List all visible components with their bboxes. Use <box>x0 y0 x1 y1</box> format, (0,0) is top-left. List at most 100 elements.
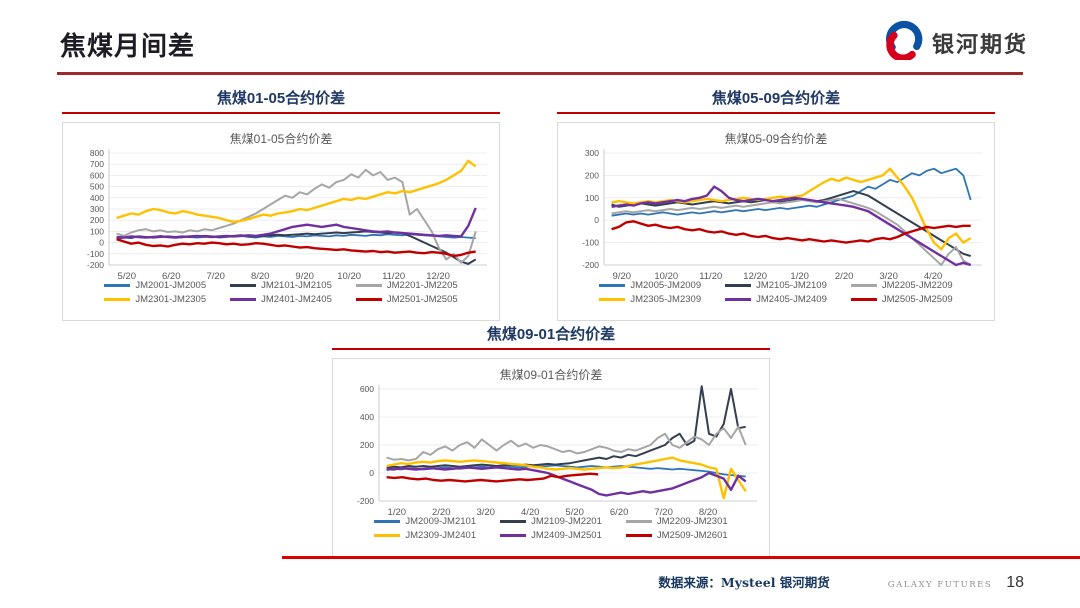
legend-swatch <box>850 284 877 287</box>
footer: 数据来源：Mysteel 银河期货 GALAXY FUTURES 18 <box>658 572 1024 592</box>
legend-item: JM2405-JM2409 <box>725 294 827 305</box>
title-underline <box>57 72 1023 75</box>
x-tick-label: 5/20 <box>118 271 137 282</box>
legend-item: JM2109-JM2201 <box>500 516 602 527</box>
x-tick-label: 5/20 <box>565 507 584 518</box>
legend-label: JM2105-JM2109 <box>756 280 827 291</box>
x-tick-label: 2/20 <box>835 271 854 282</box>
chart-box: 焦煤05-09合约价差 -200 -100 0 100 200 300 9/20 10/20 1… <box>557 122 995 321</box>
legend-label: JM2505-JM2509 <box>881 294 953 305</box>
footer-page-number: 18 <box>1006 574 1024 591</box>
y-tick-label: 300 <box>585 148 599 158</box>
legend-item: JM2305-JM2309 <box>599 294 701 305</box>
x-tick-label: 12/20 <box>743 271 767 282</box>
legend-item: JM2505-JM2509 <box>850 294 953 305</box>
legend-swatch <box>500 534 527 537</box>
x-tick-label: 11/20 <box>382 271 405 282</box>
x-tick-label: 7/20 <box>206 271 225 282</box>
panel-header: 焦煤01-05合约价差 <box>62 88 500 114</box>
y-tick-label: 100 <box>585 193 599 203</box>
series-line-JM2505-JM2509 <box>611 220 971 244</box>
legend-label: JM2301-JM2305 <box>135 294 207 305</box>
legend-row: JM2305-JM2309 JM2405-JM2409 JM2505-JM2509 <box>599 294 953 305</box>
series-line-JM2501-JM2505 <box>116 238 476 258</box>
chart-box: 焦煤01-05合约价差 -200 -100 0 100 200 300 400 500 600 7… <box>62 122 500 321</box>
legend-label: JM2509-JM2601 <box>656 530 728 541</box>
legend-item: JM2201-JM2205 <box>355 280 458 291</box>
legend-label: JM2401-JM2405 <box>261 294 332 305</box>
page-title: 焦煤月间差 <box>60 31 196 61</box>
footer-brand: GALAXY FUTURES <box>887 580 993 590</box>
legend-label: JM2009-JM2101 <box>405 516 477 527</box>
x-tick-label: 11/20 <box>699 271 722 282</box>
legend-item: JM2301-JM2305 <box>104 294 206 305</box>
legend-item: JM2009-JM2101 <box>374 516 476 527</box>
chart-legend: JM2009-JM2101 JM2109-JM2201 JM2209-JM2301 J… <box>333 516 769 541</box>
legend-swatch <box>374 520 401 523</box>
x-tick-label: 4/20 <box>924 271 943 282</box>
y-tick-label: 0 <box>99 238 104 248</box>
legend-swatch <box>500 520 527 523</box>
legend-row: JM2301-JM2305 JM2401-JM2405 JM2501-JM2505 <box>104 294 458 305</box>
chart-panel-jm09-01: 焦煤09-01合约价差 焦煤09-01合约价差 -200 0 200 400 600 1/… <box>332 324 770 557</box>
legend-item: JM2501-JM2505 <box>355 294 458 305</box>
y-tick-label: 200 <box>90 215 104 225</box>
legend-swatch <box>355 284 382 287</box>
legend-label: JM2201-JM2205 <box>386 280 458 291</box>
galaxy-logo-text: 银河期货 <box>931 31 1028 57</box>
legend-item: JM2509-JM2601 <box>625 530 728 541</box>
x-tick-label: 12/20 <box>426 271 450 282</box>
legend-row: JM2005-JM2009 JM2105-JM2109 JM2205-JM2209 <box>599 280 953 291</box>
chart-box: 焦煤09-01合约价差 -200 0 200 400 600 1/20 2/20 3/20 4/… <box>332 358 770 557</box>
legend-swatch <box>104 284 131 287</box>
y-tick-label: -100 <box>582 238 599 248</box>
y-tick-label: 600 <box>90 170 104 180</box>
series-line-JM2301-JM2305 <box>116 159 477 224</box>
legend-label: JM2409-JM2501 <box>531 530 602 541</box>
series-line-JM2405-JM2409 <box>611 185 972 267</box>
legend-label: JM2001-JM2005 <box>135 280 207 291</box>
series-line-JM2209-JM2301 <box>386 425 747 462</box>
legend-label: JM2501-JM2505 <box>386 294 458 305</box>
chart-panel-jm01-05: 焦煤01-05合约价差 焦煤01-05合约价差 -200 -100 0 100 200 3… <box>62 88 500 321</box>
y-tick-label: 200 <box>360 440 374 450</box>
legend-label: JM2101-JM2105 <box>261 280 332 291</box>
x-tick-label: 8/20 <box>251 271 270 282</box>
legend-swatch <box>230 284 257 287</box>
legend-swatch <box>374 534 401 537</box>
series-line-JM2201-JM2205 <box>116 168 477 264</box>
legend-row: JM2309-JM2401 JM2409-JM2501 JM2509-JM2601 <box>374 530 728 541</box>
y-tick-label: -200 <box>87 260 104 270</box>
chart-title: 焦煤01-05合约价差 <box>229 132 333 146</box>
legend-item: JM2209-JM2301 <box>625 516 728 527</box>
y-tick-label: 0 <box>369 468 374 478</box>
y-tick-label: 800 <box>90 148 104 158</box>
legend-swatch <box>625 520 652 523</box>
legend-label: JM2305-JM2309 <box>630 294 702 305</box>
y-tick-label: 300 <box>90 204 104 214</box>
chart-legend: JM2001-JM2005 JM2101-JM2105 JM2201-JM2205 J… <box>63 280 499 305</box>
series-line-JM2401-JM2405 <box>116 207 477 239</box>
series-line-JM2009-JM2101 <box>386 464 746 478</box>
legend-item: JM2309-JM2401 <box>374 530 476 541</box>
legend-swatch <box>599 284 626 287</box>
legend-item: JM2105-JM2109 <box>725 280 827 291</box>
y-tick-label: 100 <box>90 226 104 236</box>
legend-item: JM2401-JM2405 <box>230 294 332 305</box>
legend-swatch <box>625 534 652 537</box>
x-tick-label: 9/20 <box>295 271 314 282</box>
footer-source: 数据来源：Mysteel 银河期货 <box>658 575 830 590</box>
legend-label: JM2109-JM2201 <box>531 516 602 527</box>
y-tick-label: 400 <box>360 412 374 422</box>
chart-canvas: -200 0 200 400 600 1/20 2/20 3/20 4/20 5/20 6/20 7/… <box>357 384 757 518</box>
x-tick-label: 4/20 <box>521 507 540 518</box>
series-line-JM2109-JM2201 <box>386 385 746 469</box>
legend-swatch <box>725 284 752 287</box>
legend-item: JM2205-JM2209 <box>850 280 953 291</box>
legend-row: JM2001-JM2005 JM2101-JM2105 JM2201-JM2205 <box>104 280 458 291</box>
y-tick-label: 400 <box>90 193 104 203</box>
chart-legend: JM2005-JM2009 JM2105-JM2109 JM2205-JM2209 J… <box>558 280 994 305</box>
footer-divider <box>282 556 1080 559</box>
x-tick-label: 10/20 <box>654 271 678 282</box>
